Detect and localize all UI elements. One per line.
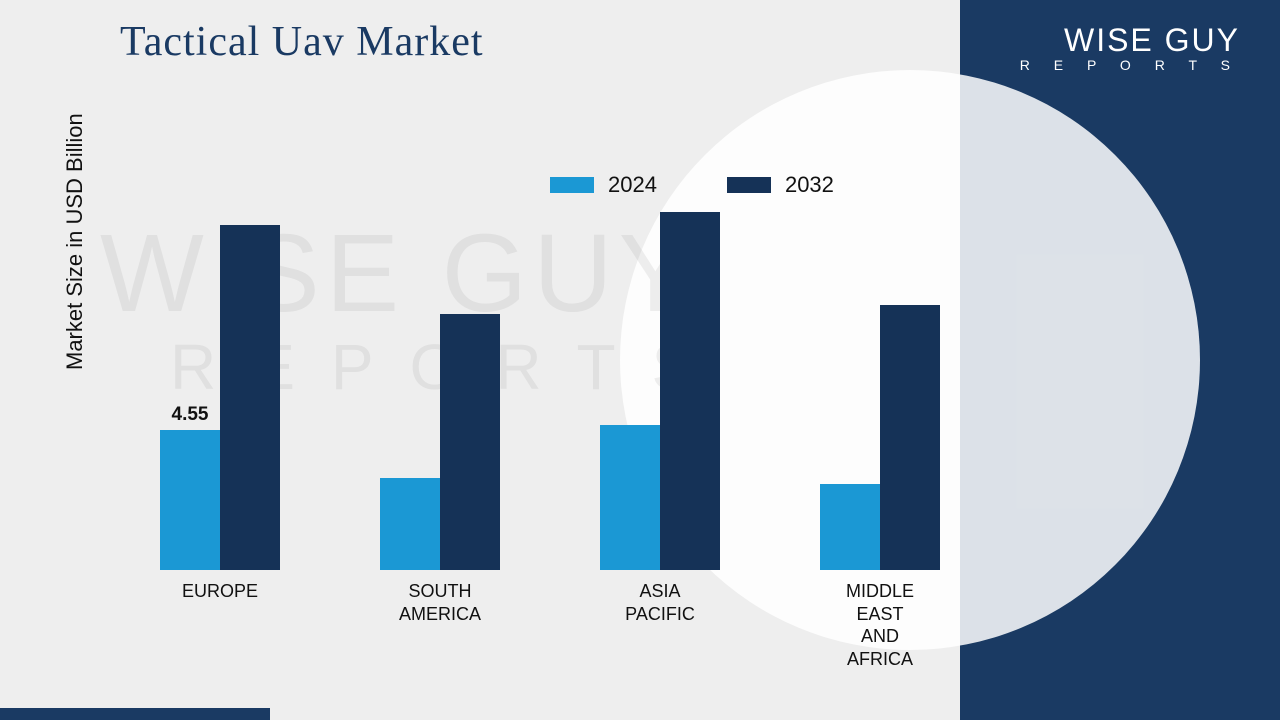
bar-2024: [600, 425, 660, 570]
legend: 2024 2032: [550, 172, 834, 198]
y-axis-label: Market Size in USD Billion: [62, 113, 88, 370]
bar-2032: [220, 225, 280, 570]
legend-swatch-2032: [727, 177, 771, 193]
bar-2024: [820, 484, 880, 570]
x-axis-label: SOUTH AMERICA: [360, 580, 520, 625]
brand-logo: WISE GUY R E P O R T S: [1020, 22, 1240, 73]
canvas: WISE GUY REPORTS Tactical Uav Market WIS…: [0, 0, 1280, 720]
value-label: 4.55: [150, 404, 230, 426]
brand-main: WISE GUY: [1020, 22, 1240, 59]
bottom-accent-bar: [0, 708, 270, 720]
x-axis-label: MIDDLE EAST AND AFRICA: [800, 580, 960, 670]
plot-area: 4.55EUROPESOUTH AMERICAASIA PACIFICMIDDL…: [120, 200, 940, 570]
x-axis-label: EUROPE: [140, 580, 300, 603]
legend-label-2024: 2024: [608, 172, 657, 198]
bar-2024: [160, 430, 220, 570]
legend-swatch-2024: [550, 177, 594, 193]
x-axis-label: ASIA PACIFIC: [580, 580, 740, 625]
brand-sub: R E P O R T S: [1020, 57, 1240, 73]
bar-2032: [660, 212, 720, 570]
legend-label-2032: 2032: [785, 172, 834, 198]
bar-2032: [440, 314, 500, 570]
chart-title: Tactical Uav Market: [120, 18, 484, 66]
legend-item-2024: 2024: [550, 172, 657, 198]
legend-item-2032: 2032: [727, 172, 834, 198]
bar-2032: [880, 305, 940, 570]
bar-2024: [380, 478, 440, 571]
